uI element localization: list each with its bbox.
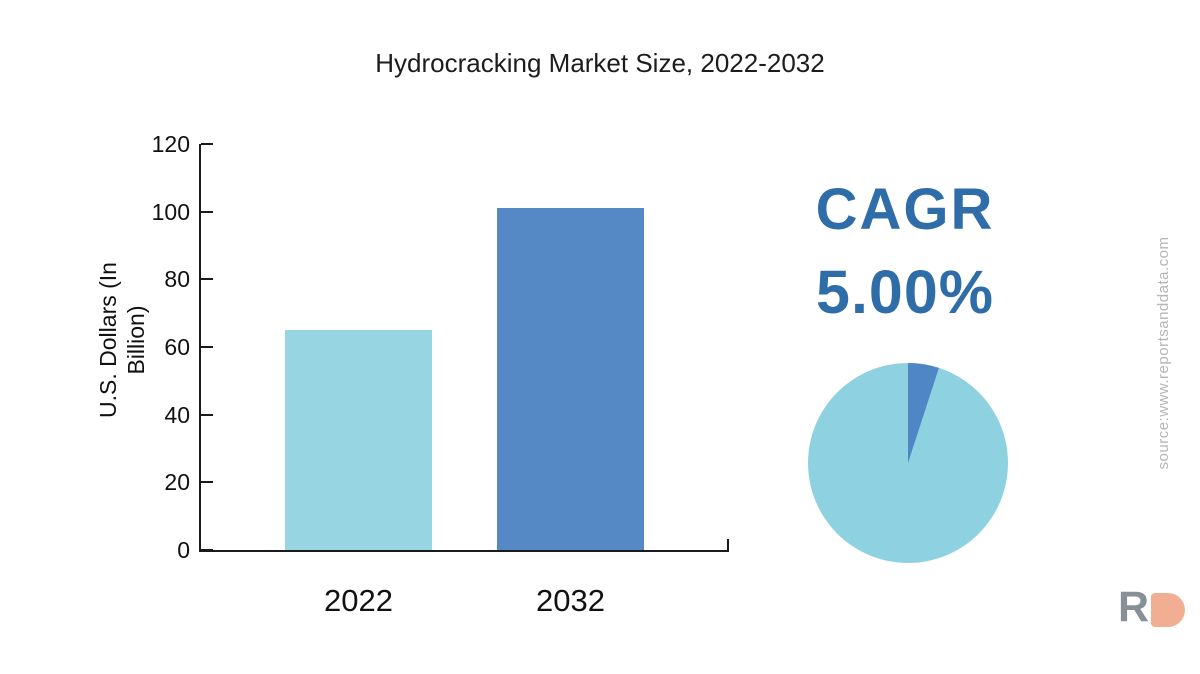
- source-note: source:www.reportsanddata.com: [1155, 236, 1172, 470]
- logo-d-shape: [1151, 593, 1185, 627]
- pie-chart: [808, 363, 1008, 563]
- bar-2022: [285, 330, 432, 550]
- y-tick-mark: [201, 549, 213, 551]
- reportsanddata-logo: R: [1118, 586, 1190, 632]
- y-tick-label: 100: [151, 198, 190, 225]
- cagr-label: CAGR: [815, 177, 995, 242]
- y-tick-label: 80: [164, 266, 190, 293]
- cagr-value: 5.00%: [816, 258, 994, 326]
- y-axis-line: [199, 144, 201, 552]
- chart-title: Hydrocracking Market Size, 2022-2032: [375, 48, 825, 78]
- pie-slice: [908, 363, 939, 463]
- y-tick-mark: [201, 413, 213, 416]
- y-tick-label: 0: [177, 537, 190, 563]
- x-tick-label: 2022: [324, 583, 393, 618]
- logo-letter-r: R: [1118, 583, 1150, 631]
- bar-2032: [497, 208, 644, 550]
- y-tick-label: 60: [164, 334, 190, 360]
- y-tick-mark: [201, 481, 213, 484]
- y-tick-label: 40: [164, 401, 190, 428]
- y-tick-mark: [201, 143, 213, 145]
- y-tick-mark: [201, 346, 213, 348]
- x-tick-label: 2032: [536, 583, 605, 618]
- y-tick-label: 120: [151, 131, 190, 157]
- x-axis-end-tick: [727, 539, 729, 551]
- y-tick-mark: [201, 278, 213, 281]
- y-tick-mark: [201, 210, 213, 213]
- y-tick-label: 20: [164, 469, 190, 496]
- x-axis-line: [199, 550, 729, 552]
